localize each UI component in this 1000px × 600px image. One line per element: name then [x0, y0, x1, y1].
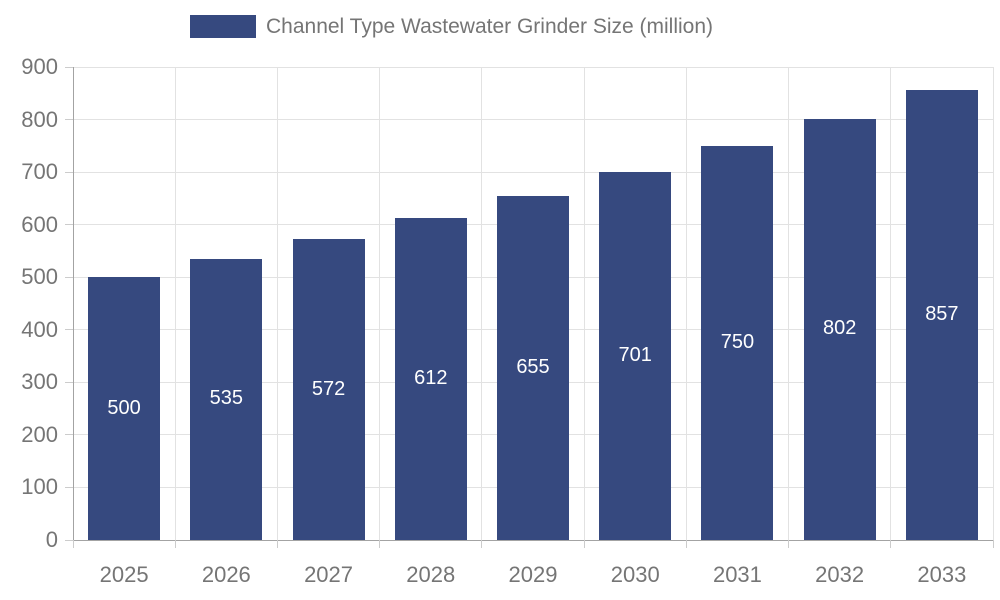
- v-gridline: [583, 67, 585, 540]
- y-tick: [65, 171, 73, 173]
- bar-value-label: 750: [720, 330, 755, 353]
- x-tick-label: 2033: [917, 562, 967, 587]
- y-tick-label: 900: [21, 54, 58, 79]
- bar: 802: [803, 118, 876, 540]
- y-tick: [65, 224, 73, 226]
- y-tick-label: 300: [21, 369, 58, 395]
- v-gridline: [992, 67, 994, 540]
- x-tick: [276, 540, 278, 548]
- x-tick: [72, 540, 74, 548]
- h-gridline: [73, 171, 993, 173]
- x-tick-label: 2025: [99, 562, 149, 587]
- x-tick-label: 2031: [712, 562, 762, 587]
- bar-value-label: 500: [107, 396, 141, 419]
- bar-value-label: 701: [618, 343, 652, 366]
- bar: 572: [292, 239, 365, 540]
- y-tick-label: 200: [21, 421, 58, 447]
- v-gridline: [481, 67, 483, 540]
- x-axis-line: [73, 539, 993, 541]
- v-gridline: [174, 67, 176, 540]
- y-tick-label: 100: [21, 474, 58, 500]
- legend-label: Channel Type Wastewater Grinder Size (mi…: [266, 15, 714, 38]
- y-tick: [65, 66, 73, 68]
- bar-value-label: 655: [516, 355, 550, 378]
- x-tick: [583, 540, 585, 548]
- v-gridline: [276, 67, 278, 540]
- h-gridline: [73, 66, 993, 68]
- x-tick: [890, 540, 892, 548]
- bar: 655: [497, 195, 569, 540]
- x-tick-label: 2032: [815, 562, 865, 587]
- x-tick: [788, 540, 790, 548]
- h-gridline: [73, 119, 993, 121]
- x-tick: [174, 540, 176, 548]
- y-tick-label: 500: [21, 264, 58, 290]
- x-tick-label: 2028: [406, 562, 456, 587]
- y-tick: [65, 539, 73, 541]
- x-tick-label: 2027: [304, 562, 354, 587]
- bar: 500: [88, 277, 161, 540]
- v-gridline: [379, 67, 381, 540]
- bar-value-label: 572: [311, 377, 346, 400]
- y-tick: [65, 486, 73, 488]
- bar-value-label: 612: [414, 367, 448, 390]
- bar: 701: [599, 171, 672, 540]
- bar: 857: [905, 89, 978, 540]
- x-tick: [379, 540, 381, 548]
- legend-swatch: [190, 15, 256, 38]
- legend: Channel Type Wastewater Grinder Size (mi…: [190, 15, 713, 38]
- x-tick-label: 2030: [610, 562, 660, 587]
- x-tick: [481, 540, 483, 548]
- bar: 612: [394, 218, 467, 540]
- v-gridline: [685, 67, 687, 540]
- bar-value-label: 857: [925, 302, 959, 325]
- y-tick-label: 400: [21, 316, 58, 342]
- x-tick-label: 2026: [201, 562, 251, 587]
- v-gridline: [788, 67, 790, 540]
- y-tick: [65, 276, 73, 278]
- y-tick: [65, 434, 73, 436]
- y-axis-line: [72, 67, 74, 540]
- y-tick: [65, 329, 73, 331]
- bar: 750: [701, 145, 774, 540]
- bar-value-label: 535: [209, 387, 244, 410]
- y-tick-label: 700: [21, 159, 58, 185]
- x-tick-label: 2029: [508, 562, 558, 587]
- bar: 535: [190, 258, 263, 540]
- bar-value-label: 802: [822, 317, 857, 340]
- y-tick: [65, 381, 73, 383]
- x-tick: [992, 540, 994, 548]
- y-tick-label: 800: [21, 106, 58, 132]
- x-tick: [685, 540, 687, 548]
- v-gridline: [890, 67, 892, 540]
- y-tick-label: 0: [45, 527, 58, 552]
- y-tick-label: 600: [21, 211, 58, 237]
- y-tick: [65, 119, 73, 121]
